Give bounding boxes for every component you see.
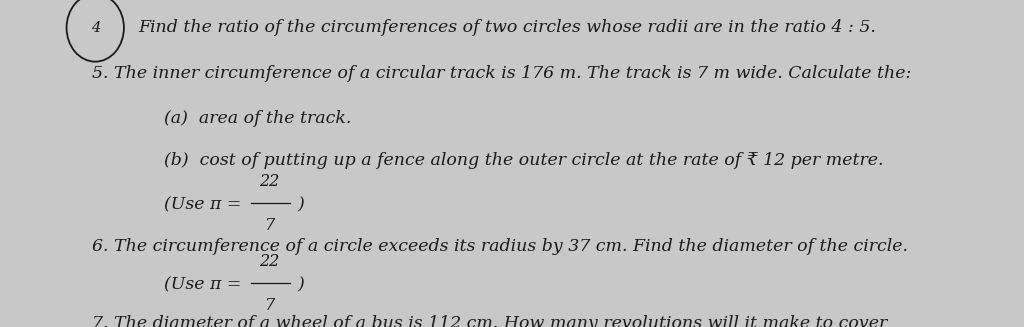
- Text: 6. The circumference of a circle exceeds its radius by 37 cm. Find the diameter : 6. The circumference of a circle exceeds…: [92, 238, 908, 255]
- Text: 7. The diameter of a wheel of a bus is 112 cm. How many revolutions will it make: 7. The diameter of a wheel of a bus is 1…: [92, 315, 888, 327]
- Text: (Use π =: (Use π =: [164, 276, 242, 293]
- Text: ): ): [297, 276, 304, 293]
- Text: Find the ratio of the circumferences of two circles whose radii are in the ratio: Find the ratio of the circumferences of …: [138, 19, 877, 36]
- Text: 5. The inner circumference of a circular track is 176 m. The track is 7 m wide. : 5. The inner circumference of a circular…: [92, 65, 911, 82]
- Text: 7: 7: [264, 217, 274, 234]
- Text: (a)  area of the track.: (a) area of the track.: [164, 110, 351, 127]
- Text: 7: 7: [264, 297, 274, 314]
- Text: 4: 4: [90, 21, 100, 35]
- Text: 22: 22: [259, 253, 280, 270]
- Text: ): ): [297, 196, 304, 213]
- Text: (Use π =: (Use π =: [164, 196, 242, 213]
- Text: (b)  cost of putting up a fence along the outer circle at the rate of ₹ 12 per m: (b) cost of putting up a fence along the…: [164, 152, 884, 169]
- Text: 22: 22: [259, 173, 280, 190]
